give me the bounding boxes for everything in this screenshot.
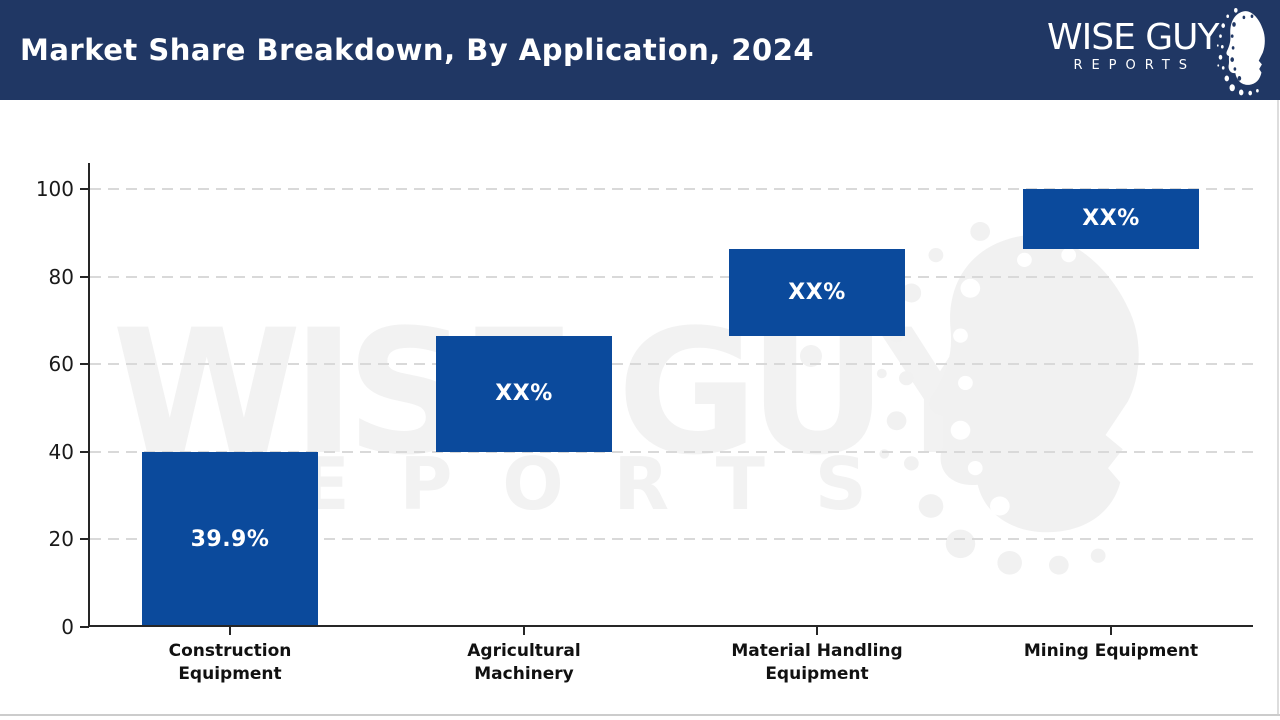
y-tick-label: 40 — [48, 439, 74, 464]
y-tick-label: 20 — [48, 527, 74, 551]
x-tick-mark — [816, 627, 818, 635]
x-tick-mark — [1110, 627, 1112, 635]
watermark-head-profile-dots — [876, 222, 1139, 575]
x-axis — [88, 625, 1253, 627]
bar-value-label: XX% — [495, 381, 553, 407]
bar-value-label: 39.9% — [190, 526, 270, 552]
y-tick-mark — [80, 275, 89, 278]
page-title: Market Share Breakdown, By Application, … — [20, 33, 815, 67]
logo-brand-name: WISE GUY — [1047, 17, 1219, 58]
header: Market Share Breakdown, By Application, … — [0, 0, 1280, 100]
gridline — [90, 275, 1253, 278]
logo-text: WISE GUY REPORTS — [1047, 17, 1219, 74]
x-tick-mark — [229, 627, 231, 635]
gridline — [90, 188, 1253, 190]
chart-area: WISE GUY REPORTS 0 20 40 — [0, 100, 1280, 720]
gridline — [90, 538, 1253, 540]
wise-guy-logo: WISE GUY REPORTS — [1007, 6, 1272, 96]
y-tick-mark — [80, 538, 89, 540]
bar-value-label: XX% — [788, 279, 846, 305]
x-tick-label: Mining Equipment — [1023, 641, 1199, 661]
bar-segment: XX% — [729, 248, 905, 336]
y-tick-label: 80 — [48, 264, 74, 289]
bar-segment: XX% — [436, 335, 612, 452]
page-edge-right — [1277, 100, 1279, 714]
x-tick-label: Agricultural Machinery — [467, 641, 581, 684]
y-tick-mark — [80, 363, 89, 365]
y-tick-mark — [80, 625, 89, 628]
watermark-dot — [800, 345, 822, 367]
gridline — [90, 450, 1253, 453]
x-tick-label: Material Handling Equipment — [731, 641, 903, 684]
bar-value-label: XX% — [1082, 206, 1140, 232]
gridline — [90, 363, 1253, 365]
x-tick-mark — [523, 627, 525, 635]
page-edge-bottom — [0, 714, 1280, 716]
y-tick-label: 60 — [48, 352, 74, 376]
x-tick-label: Construction Equipment — [168, 641, 292, 684]
y-axis — [88, 163, 90, 627]
bar-segment: 39.9% — [142, 451, 318, 627]
y-tick-label: 100 — [35, 177, 74, 201]
bar-segment: XX% — [1023, 189, 1199, 249]
head-profile-dots-icon — [1216, 8, 1265, 96]
logo-brand-sub: REPORTS — [1073, 58, 1197, 73]
y-tick-mark — [80, 450, 89, 453]
y-tick-label: 0 — [61, 614, 74, 639]
y-tick-mark — [80, 188, 89, 190]
